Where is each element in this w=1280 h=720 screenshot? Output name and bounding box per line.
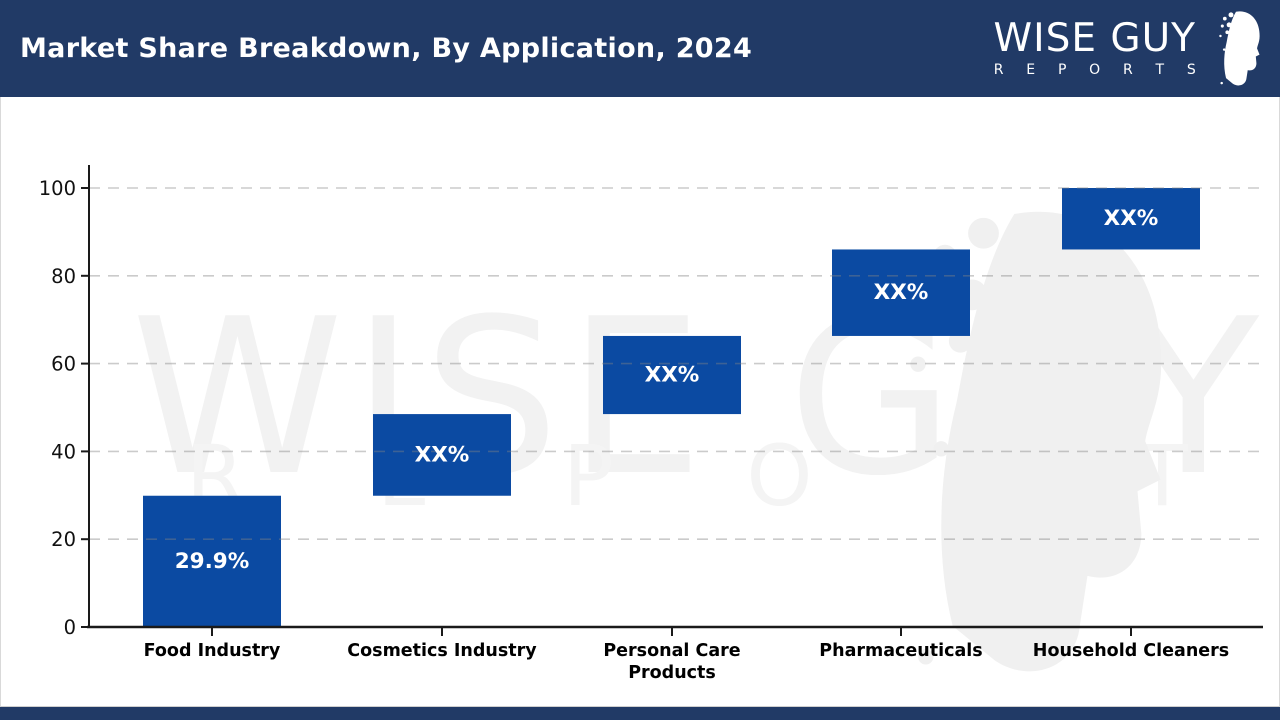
- brand-logo: WISE GUY R E P O R T S: [994, 7, 1262, 91]
- bar-label-pharmaceuticals: XX%: [874, 280, 929, 305]
- y-tick-label-0: 0: [64, 616, 76, 639]
- chart-area: WISE GUY R E P O R T S 0 20 40 60 80 100 Food …: [0, 97, 1280, 707]
- logo-reports-text: R E P O R T S: [993, 61, 1206, 78]
- page-title: Market Share Breakdown, By Application, …: [20, 33, 753, 64]
- y-tick-label-40: 40: [51, 440, 76, 463]
- bar-label-cosmetics-industry: XX%: [415, 442, 470, 467]
- dotted-face-icon: [1219, 10, 1260, 85]
- x-label-household-cleaners: Household Cleaners: [1033, 641, 1229, 661]
- bar-label-personal-care-products: XX%: [645, 363, 700, 388]
- x-label-pharmaceuticals: Pharmaceuticals: [819, 641, 982, 661]
- logo-wiseguy-text: WISE GUY: [993, 16, 1196, 62]
- x-label-cosmetics-industry: Cosmetics Industry: [347, 641, 537, 661]
- y-tick-label-100: 100: [39, 177, 76, 200]
- bar-pharmaceuticals: [832, 249, 970, 336]
- x-label-personal-care-products: Personal Care Products: [603, 641, 740, 683]
- brand-logo-text: WISE GUY R E P O R T S: [993, 16, 1196, 78]
- bar-food-industry: [143, 495, 281, 627]
- footer-bar: [0, 707, 1280, 720]
- x-label-food-industry: Food Industry: [144, 641, 281, 661]
- y-tick-label-60: 60: [51, 353, 76, 376]
- bar-label-food-industry: 29.9%: [175, 549, 250, 574]
- gridlines-group: [89, 187, 1263, 541]
- watermark: WISE GUY R E P O R T S: [1, 97, 1280, 707]
- y-tick-label-20: 20: [51, 528, 76, 551]
- bar-label-household-cleaners: XX%: [1104, 206, 1159, 231]
- header: Market Share Breakdown, By Application, …: [0, 0, 1280, 97]
- bars-group: [143, 188, 1200, 627]
- bar-cosmetics-industry: [373, 414, 511, 496]
- waterfall-chart: 0 20 40 60 80 100 Food Industry Cosmetics Indus…: [39, 165, 1263, 683]
- bar-personal-care-products: [603, 335, 741, 415]
- bar-household-cleaners: [1062, 188, 1200, 250]
- y-tick-label-80: 80: [51, 265, 76, 288]
